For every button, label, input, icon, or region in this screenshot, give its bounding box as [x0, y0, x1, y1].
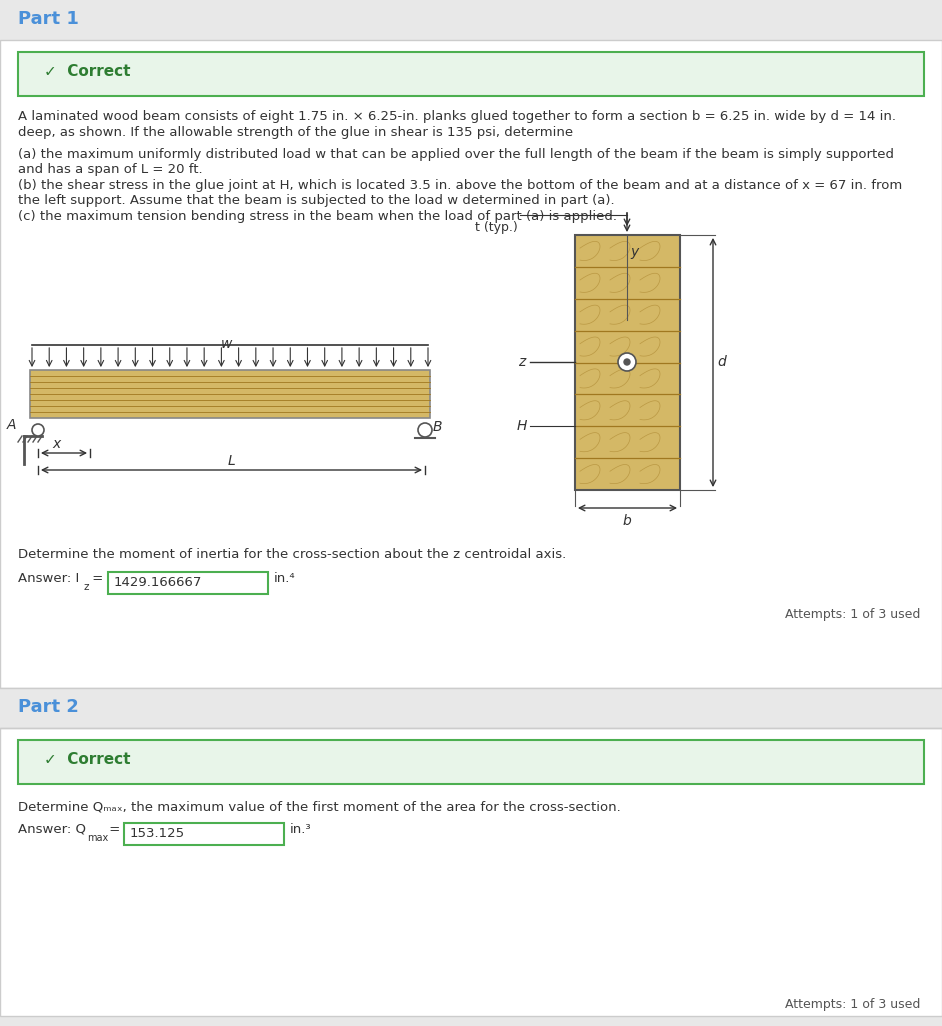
Text: ✓  Correct: ✓ Correct	[44, 64, 131, 79]
Bar	[30, 370, 430, 418]
Text: ✓  Correct: ✓ Correct	[44, 752, 131, 767]
Text: 1429.166667: 1429.166667	[114, 576, 203, 589]
Text: H: H	[516, 420, 527, 433]
Text: w: w	[220, 337, 232, 351]
Circle shape	[32, 424, 44, 436]
Text: Attempts: 1 of 3 used: Attempts: 1 of 3 used	[785, 608, 920, 621]
Text: (b) the shear stress in the glue joint at H, which is located 3.5 in. above the : (b) the shear stress in the glue joint a…	[18, 179, 902, 192]
Text: y: y	[630, 245, 639, 259]
Circle shape	[418, 423, 432, 437]
Bar	[0, 0, 942, 40]
Text: Part 2: Part 2	[18, 698, 79, 716]
Text: Determine the moment of inertia for the cross-section about the z centroidal axi: Determine the moment of inertia for the …	[18, 548, 566, 561]
Text: (c) the maximum tension bending stress in the beam when the load of part (a) is : (c) the maximum tension bending stress i…	[18, 210, 617, 223]
Circle shape	[618, 353, 636, 371]
Text: x: x	[52, 437, 60, 451]
Text: A: A	[7, 418, 16, 432]
Text: A laminated wood beam consists of eight 1.75 in. × 6.25-in. planks glued togethe: A laminated wood beam consists of eight …	[18, 110, 896, 123]
Bar	[124, 823, 284, 845]
Bar	[108, 573, 268, 594]
Bar	[0, 40, 942, 688]
Text: Answer: Q: Answer: Q	[18, 823, 86, 836]
Text: z: z	[83, 582, 89, 592]
Bar	[0, 688, 942, 728]
Text: =: =	[105, 823, 121, 836]
Text: Part 1: Part 1	[18, 10, 79, 28]
Text: max: max	[87, 833, 108, 843]
Text: d: d	[717, 355, 725, 369]
Bar	[575, 235, 680, 490]
Text: deep, as shown. If the allowable strength of the glue in shear is 135 psi, deter: deep, as shown. If the allowable strengt…	[18, 126, 573, 139]
Text: Determine Qₘₐₓ, the maximum value of the first moment of the area for the cross-: Determine Qₘₐₓ, the maximum value of the…	[18, 800, 621, 813]
Text: the left support. Assume that the beam is subjected to the load w determined in : the left support. Assume that the beam i…	[18, 194, 614, 207]
Text: L: L	[227, 453, 235, 468]
Text: 153.125: 153.125	[130, 827, 186, 840]
Text: z: z	[518, 355, 525, 369]
Text: =: =	[88, 573, 104, 585]
Text: in.⁴: in.⁴	[274, 573, 296, 585]
Bar	[0, 728, 942, 1016]
Bar	[18, 740, 924, 784]
Text: B: B	[433, 420, 443, 434]
Text: (a) the maximum uniformly distributed load w that can be applied over the full l: (a) the maximum uniformly distributed lo…	[18, 148, 894, 161]
Text: and has a span of L = 20 ft.: and has a span of L = 20 ft.	[18, 163, 203, 176]
Text: in.³: in.³	[290, 823, 312, 836]
Text: Answer: I: Answer: I	[18, 573, 79, 585]
Bar	[18, 52, 924, 96]
Text: t (typ.): t (typ.)	[475, 221, 518, 234]
Text: b: b	[623, 514, 631, 528]
Text: Attempts: 1 of 3 used: Attempts: 1 of 3 used	[785, 998, 920, 1011]
Circle shape	[624, 359, 630, 365]
